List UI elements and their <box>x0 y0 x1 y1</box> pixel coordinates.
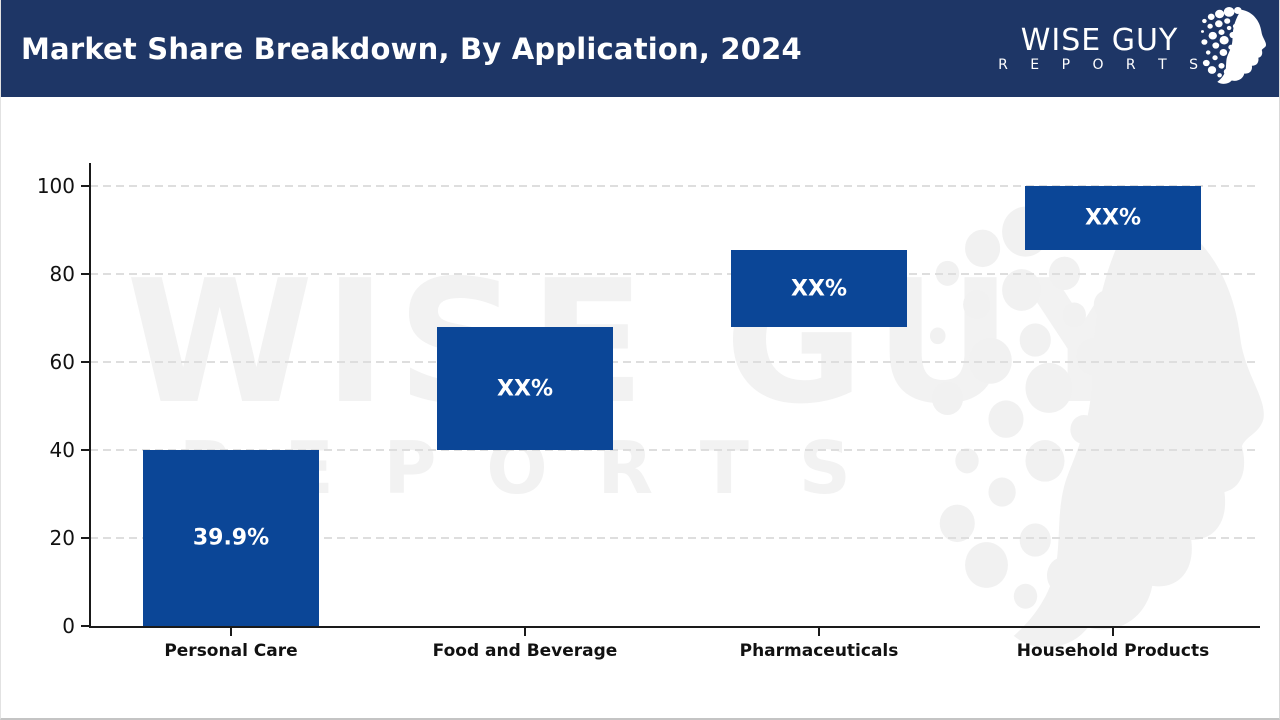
y-tick-label-100: 100 <box>36 174 75 198</box>
x-tick-4 <box>1112 628 1114 636</box>
y-tick-40 <box>81 449 89 451</box>
gridline-40 <box>90 449 1260 451</box>
dotted-face-icon <box>1200 7 1267 84</box>
wise-guy-reports-logo: WISE GUY R E P O R T S <box>992 6 1269 92</box>
category-label-food-and-beverage: Food and Beverage <box>432 641 618 661</box>
bar-household-products <box>1025 186 1201 251</box>
page-title: Market Share Breakdown, By Application, … <box>21 31 802 66</box>
y-tick-label-0: 0 <box>62 614 75 638</box>
y-tick-60 <box>81 361 89 363</box>
category-label-pharmaceuticals: Pharmaceuticals <box>739 641 899 661</box>
bar-value-label: 39.9% <box>192 525 270 551</box>
y-axis-line <box>89 163 91 628</box>
y-tick-0 <box>81 625 89 627</box>
logo-subtitle: R E P O R T S <box>998 57 1207 74</box>
bar-value-label: XX% <box>1085 205 1141 231</box>
logo-wordmark: WISE GUY <box>1020 22 1179 58</box>
y-tick-label-80: 80 <box>49 262 75 286</box>
x-tick-2 <box>524 628 526 636</box>
x-tick-3 <box>818 628 820 636</box>
bar-food-and-beverage <box>437 326 613 451</box>
y-tick-20 <box>81 537 89 539</box>
y-tick-label-40: 40 <box>49 438 75 462</box>
bar-value-label: XX% <box>497 376 553 402</box>
logo-text: WISE GUY R E P O R T S <box>992 25 1207 74</box>
watermark-face-icon <box>929 190 1264 648</box>
y-tick-label-60: 60 <box>49 350 75 374</box>
y-tick-80 <box>81 273 89 275</box>
y-tick-label-20: 20 <box>49 526 75 550</box>
gridline-80 <box>90 273 1260 275</box>
gridline-60 <box>90 361 1260 363</box>
category-label-household-products: Household Products <box>1016 641 1210 661</box>
gridline-20 <box>90 537 1260 539</box>
bar-value-label: XX% <box>791 276 847 302</box>
y-tick-100 <box>81 185 89 187</box>
x-tick-1 <box>230 628 232 636</box>
watermark-wordmark: WISE GUY <box>126 244 1156 442</box>
x-axis-line <box>89 626 1260 628</box>
category-label-personal-care: Personal Care <box>164 641 298 661</box>
header-band: Market Share Breakdown, By Application, … <box>1 0 1279 97</box>
gridline-100 <box>90 185 1260 187</box>
bar-personal-care <box>143 450 319 626</box>
bar-pharmaceuticals <box>731 250 907 327</box>
